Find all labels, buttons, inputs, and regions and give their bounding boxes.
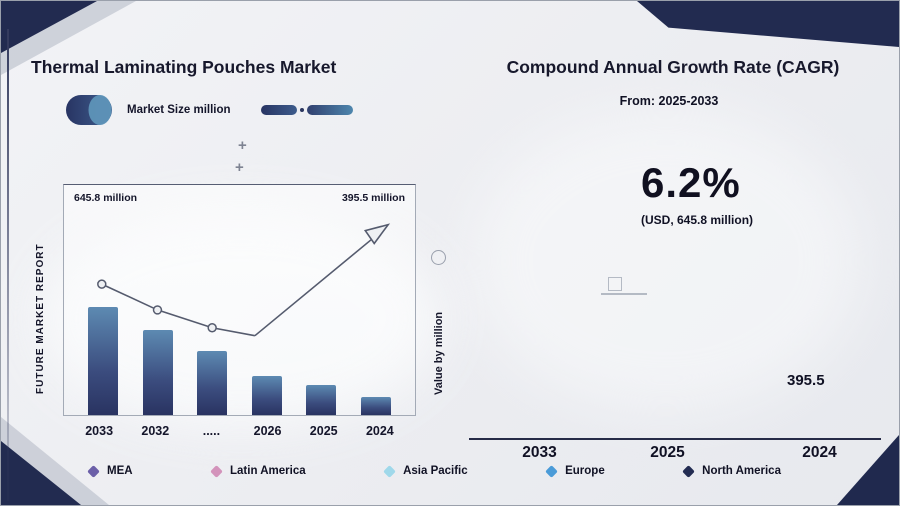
- legend-diamond-icon: [210, 464, 223, 478]
- left-bar-6: [360, 396, 391, 415]
- trend-marker: [207, 323, 217, 333]
- left-x-label: 2024: [365, 424, 394, 438]
- legend-label: Europe: [565, 465, 605, 477]
- right-chart-title: Compound Annual Growth Rate (CAGR): [506, 57, 840, 77]
- right-x-label-1: 2025: [650, 444, 685, 461]
- bottom-legend: MEA Latin America Asia Pacific Europe North …: [87, 464, 781, 478]
- left-bar-2: [142, 329, 173, 415]
- left-edge-line: [7, 29, 9, 501]
- legend-pill-1: [260, 105, 297, 115]
- right-y-axis-label: Value by million: [433, 311, 445, 395]
- right-x-label-2: 2024: [802, 444, 837, 461]
- market-size-legend: Market Size million: [63, 93, 353, 127]
- right-data-label-395: 395.5: [787, 372, 825, 389]
- right-subtitle: From: 2025-2033: [619, 94, 719, 108]
- left-bar-4: [251, 375, 282, 415]
- trend-line-arrow: [97, 223, 391, 337]
- legend-pill-2: [306, 105, 353, 115]
- corner-decoration-top-right: [637, 1, 899, 47]
- legend-diamond-icon: [383, 464, 396, 478]
- legend-label: Latin America: [230, 465, 306, 477]
- circle-decoration: [431, 250, 446, 265]
- trend-marker: [97, 279, 107, 289]
- legend-diamond-icon: [545, 464, 558, 478]
- market-size-label: Market Size million: [127, 104, 231, 116]
- left-chart-title: Thermal Laminating Pouches Market: [31, 57, 337, 77]
- legend-item-europe: Europe: [545, 464, 605, 478]
- annotation-645-million: 645.8 million: [74, 192, 138, 204]
- legend-pill-separator: [299, 108, 304, 112]
- trend-marker: [152, 305, 163, 315]
- legend-item-latin-america: Latin America: [210, 464, 306, 478]
- background-blob-right: [471, 111, 861, 411]
- left-bars: [64, 185, 415, 415]
- cagr-note: (USD, 645.8 million): [641, 213, 754, 227]
- right-x-label-0: 2033: [522, 444, 557, 461]
- legend-label: MEA: [107, 465, 133, 477]
- square-decoration: [608, 277, 622, 291]
- left-bar-1: [88, 306, 119, 415]
- left-bar-5: [306, 385, 337, 415]
- left-plot-area: 645.8 million 395.5 million: [63, 184, 416, 416]
- left-bar-3: [197, 350, 228, 415]
- left-x-labels: 2033 2032..... 2026 2025 2024: [63, 424, 416, 438]
- line-decoration: [601, 293, 647, 295]
- legend-label: North America: [702, 465, 781, 477]
- legend-item-mea: MEA: [87, 464, 133, 478]
- left-x-label: 2026: [253, 424, 282, 438]
- left-x-label: 2032: [141, 424, 170, 438]
- annotation-395-million: 395.5 million: [341, 192, 405, 204]
- left-x-label: 2025: [309, 424, 338, 438]
- cagr-value: 6.2%: [641, 159, 741, 206]
- plus-decoration-1: +: [238, 137, 247, 154]
- legend-diamond-icon: [682, 464, 696, 478]
- legend-item-asia-pacific: Asia Pacific: [383, 464, 468, 478]
- left-y-axis-label: FUTURE MARKET REPORT: [35, 243, 46, 395]
- left-x-label: 2033: [85, 424, 114, 438]
- legend-diamond-icon: [87, 464, 100, 478]
- legend-item-north-america: North America: [682, 464, 781, 478]
- plus-decoration-2: +: [235, 159, 244, 176]
- left-x-label: .....: [202, 424, 221, 438]
- database-cylinder-icon: [66, 95, 112, 125]
- right-plot-area: 395.5: [469, 161, 881, 440]
- legend-label: Asia Pacific: [403, 465, 468, 477]
